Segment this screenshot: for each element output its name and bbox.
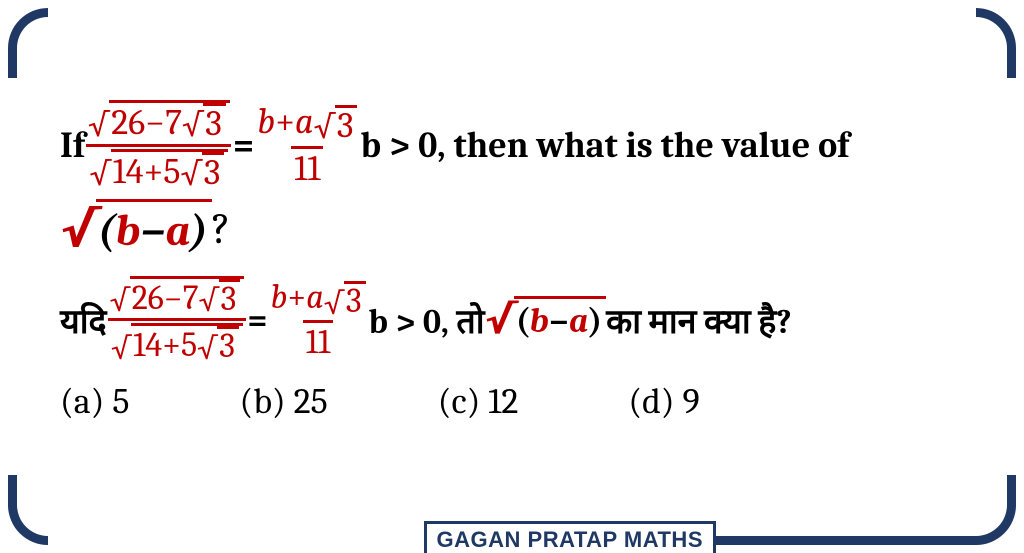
ask-hi: का मान क्या है? bbox=[606, 297, 792, 343]
lhs-num-root3: 3 bbox=[203, 103, 226, 142]
option-c: (c) 12 bbox=[438, 381, 519, 422]
expr-minus-hi: − bbox=[549, 301, 569, 341]
sqrt-b-minus-a-hi: √ (b − a) bbox=[485, 296, 607, 343]
bracket-tr bbox=[976, 8, 1016, 78]
option-a: (a) 5 bbox=[60, 381, 129, 422]
paren-open-hi: ( bbox=[516, 301, 530, 341]
if-hi: यदि bbox=[60, 297, 107, 343]
rhs-b: b bbox=[257, 101, 275, 142]
question-content: If √26−7√3 √14+5√3 = b+a√3 11 b > 0, the… bbox=[60, 100, 984, 422]
rhs-den-11: 11 bbox=[291, 146, 323, 187]
footer-credit: GAGAN PRATAP MATHS bbox=[424, 521, 716, 553]
expr-b: b bbox=[116, 205, 141, 256]
sqrt-b-minus-a: √ (b − a) bbox=[60, 199, 212, 258]
bracket-bl bbox=[8, 475, 48, 545]
option-d: (d) 9 bbox=[628, 381, 699, 422]
expr-a-hi: a bbox=[569, 301, 588, 341]
paren-close: ) bbox=[190, 205, 207, 256]
cond-hi: b > 0, तो bbox=[369, 297, 485, 343]
equals-en: = bbox=[233, 125, 254, 166]
options-row: (a) 5 (b) 25 (c) 12 (d) 9 bbox=[60, 381, 984, 422]
expr-a: a bbox=[166, 205, 191, 256]
lhs-den-text: 14+5 bbox=[113, 154, 181, 190]
cond-en: b > 0, then what is the value of bbox=[360, 125, 849, 166]
lhs-fraction-hi: √26−7√3 √14+5√3 bbox=[107, 276, 248, 363]
lhs-den-root3: 3 bbox=[202, 152, 225, 191]
qmark-en: ? bbox=[212, 203, 231, 254]
rhs-fraction: b+a√3 11 bbox=[254, 104, 360, 187]
expr-b-hi: b bbox=[530, 301, 549, 341]
line-hindi: यदि √26−7√3 √14+5√3 = b+a√3 11 b > 0, तो… bbox=[60, 276, 984, 363]
rhs-a-hi: a bbox=[306, 277, 324, 317]
line-english-1: If √26−7√3 √14+5√3 = b+a√3 11 b > 0, the… bbox=[60, 100, 984, 191]
lhs-num-text: 26−7 bbox=[111, 105, 182, 141]
rhs-root3-hi: 3 bbox=[344, 281, 366, 318]
bracket-br bbox=[976, 475, 1016, 545]
rhs-fraction-hi: b+a√3 11 bbox=[268, 280, 369, 360]
rhs-b-hi: b bbox=[271, 277, 288, 317]
rhs-a: a bbox=[295, 101, 314, 142]
option-b: (b) 25 bbox=[239, 381, 327, 422]
lhs-fraction: √26−7√3 √14+5√3 bbox=[85, 100, 233, 191]
expr-minus: − bbox=[141, 205, 166, 256]
paren-close-hi: ) bbox=[588, 301, 602, 341]
rhs-plus: + bbox=[275, 101, 295, 142]
rhs-den-11-hi: 11 bbox=[303, 320, 334, 359]
lhs-num-root3-hi: 3 bbox=[219, 279, 241, 316]
equals-hi: = bbox=[247, 300, 267, 340]
line-english-2: √ (b − a) ? bbox=[60, 199, 984, 258]
bracket-bottom-bar bbox=[716, 536, 976, 545]
rhs-plus-hi: + bbox=[287, 277, 306, 317]
lhs-den-root3-hi: 3 bbox=[217, 326, 239, 363]
paren-open: ( bbox=[98, 205, 115, 256]
bracket-tl bbox=[8, 8, 48, 78]
lhs-num-text-hi: 26−7 bbox=[132, 281, 199, 315]
rhs-root3: 3 bbox=[335, 105, 358, 144]
if-en: If bbox=[60, 125, 85, 166]
lhs-den-text-hi: 14+5 bbox=[133, 328, 197, 362]
